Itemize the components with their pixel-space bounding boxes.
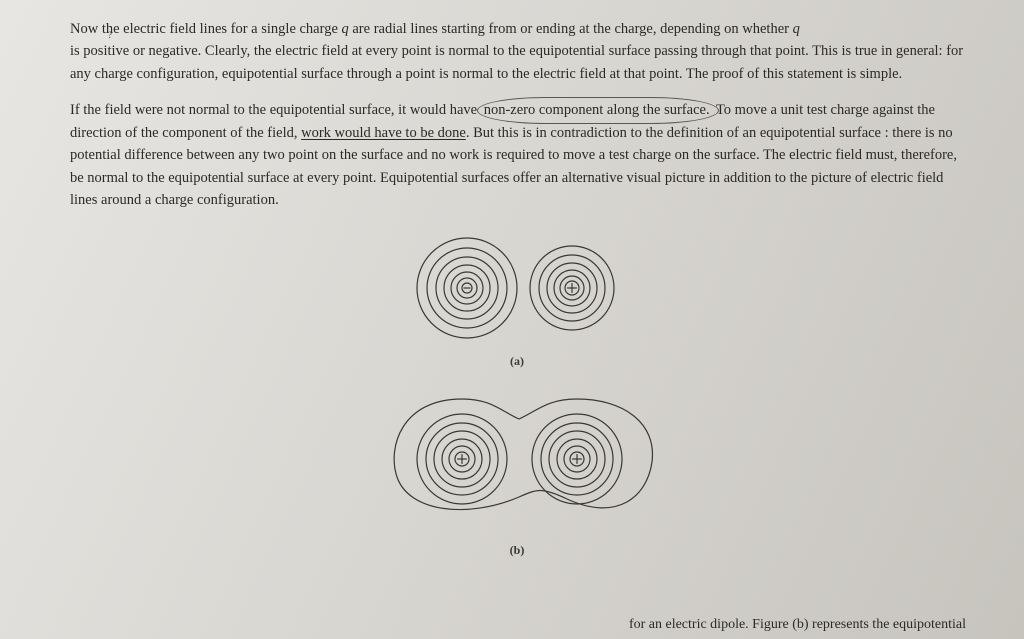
var-q2: q bbox=[793, 21, 800, 37]
var-q: q bbox=[342, 21, 349, 37]
paragraph-2: If the field were not normal to the equi… bbox=[70, 99, 964, 211]
p1b: are radial lines starting from or ending… bbox=[349, 21, 793, 37]
figure-b bbox=[367, 377, 667, 537]
p2-underline: work would have to be done bbox=[301, 125, 466, 141]
p1c: is positive or negative. Clearly, the el… bbox=[70, 40, 964, 85]
circled-phrase: non-zero component along the surface. bbox=[481, 99, 713, 121]
figure-a bbox=[397, 228, 637, 348]
figure-a-label: (a) bbox=[510, 354, 524, 369]
bottom-cut-text: for an electric dipole. Figure (b) repre… bbox=[629, 617, 966, 633]
paragraph-1: Now the electric field lines for a singl… bbox=[70, 18, 964, 85]
p2a: If the field were not normal to the equi… bbox=[70, 102, 481, 118]
figure-b-label: (b) bbox=[510, 543, 525, 558]
